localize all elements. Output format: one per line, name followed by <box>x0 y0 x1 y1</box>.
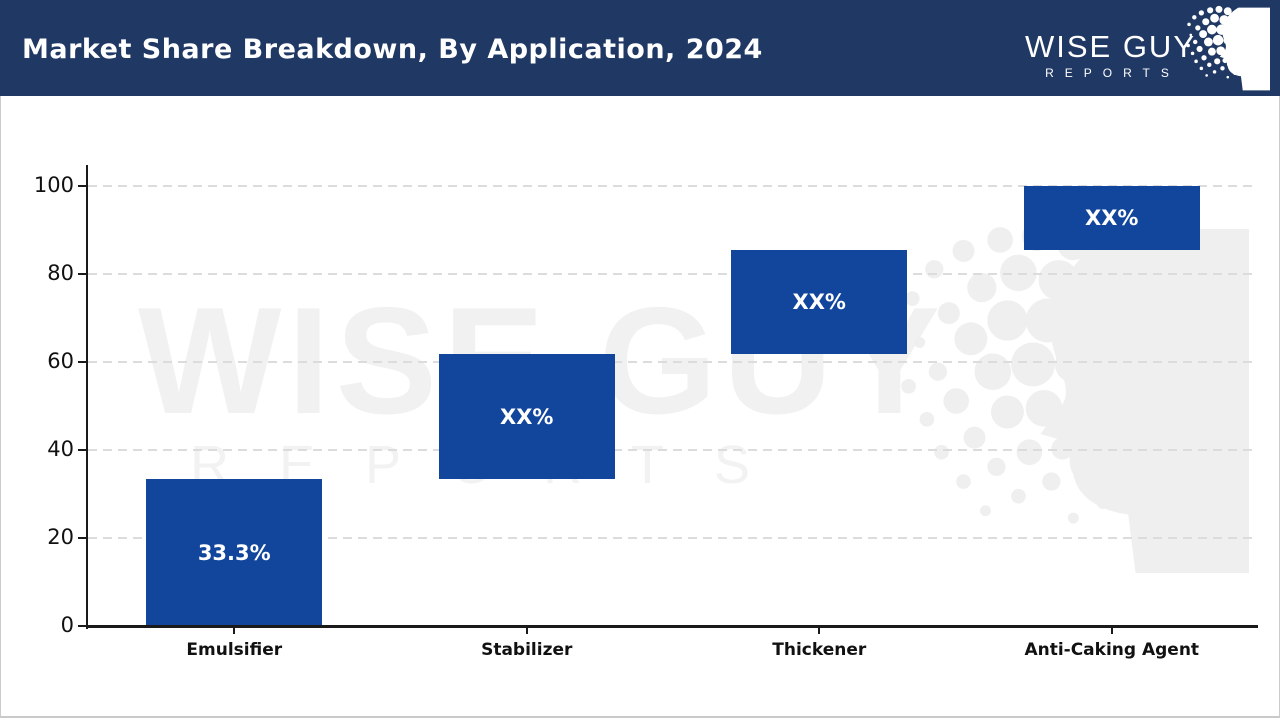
x-category-label: Anti-Caking Agent <box>1024 640 1200 660</box>
x-axis-tick <box>525 628 528 634</box>
y-tick-label: 60 <box>47 349 74 373</box>
x-axis-tick <box>233 628 236 634</box>
bar-thickener: XX% <box>731 249 908 354</box>
page-title: Market Share Breakdown, By Application, … <box>22 34 763 65</box>
y-axis <box>86 165 88 629</box>
bar-value-label: XX% <box>500 404 554 429</box>
gridline <box>88 185 1258 187</box>
y-tick-label: 0 <box>60 613 74 637</box>
y-axis-tick <box>78 273 86 275</box>
y-axis-tick <box>78 625 86 627</box>
x-category-label: Thickener <box>772 640 867 660</box>
y-axis-tick <box>78 537 86 539</box>
watermark-head-icon <box>880 218 1252 584</box>
logo-subtitle: REPORTS <box>1045 65 1180 80</box>
gridline <box>88 537 1258 539</box>
logo-wordmark: WISE GUY <box>1024 28 1196 64</box>
y-axis-tick <box>78 361 86 363</box>
y-tick-label: 40 <box>47 437 74 461</box>
y-axis-tick <box>78 185 86 187</box>
chart-area: WISE GUY REPORTS 02040608010033.3%Emulsi… <box>0 96 1280 720</box>
bar-anti-caking-agent: XX% <box>1023 186 1200 250</box>
x-axis-tick <box>1110 628 1113 634</box>
x-category-label: Emulsifier <box>186 640 283 660</box>
bar-value-label: 33.3% <box>197 540 271 565</box>
bar-stabilizer: XX% <box>438 353 615 480</box>
x-axis <box>86 625 1258 628</box>
gridline <box>88 361 1258 363</box>
y-tick-label: 80 <box>47 261 74 285</box>
logo-text: WISE GUY REPORTS <box>1025 29 1196 80</box>
y-tick-label: 20 <box>47 525 74 549</box>
x-axis-tick <box>818 628 821 634</box>
dotted-head-logo-icon <box>1180 5 1272 93</box>
bar-value-label: XX% <box>1085 205 1139 230</box>
y-tick-label: 100 <box>33 173 74 197</box>
header-bar: Market Share Breakdown, By Application, … <box>0 0 1280 96</box>
wise-guy-logo: WISE GUY REPORTS <box>1025 4 1272 94</box>
gridline <box>88 273 1258 275</box>
y-axis-tick <box>78 449 86 451</box>
bar-value-label: XX% <box>792 289 846 314</box>
x-category-label: Stabilizer <box>481 640 573 660</box>
gridline <box>88 449 1258 451</box>
bar-emulsifier: 33.3% <box>146 479 323 626</box>
